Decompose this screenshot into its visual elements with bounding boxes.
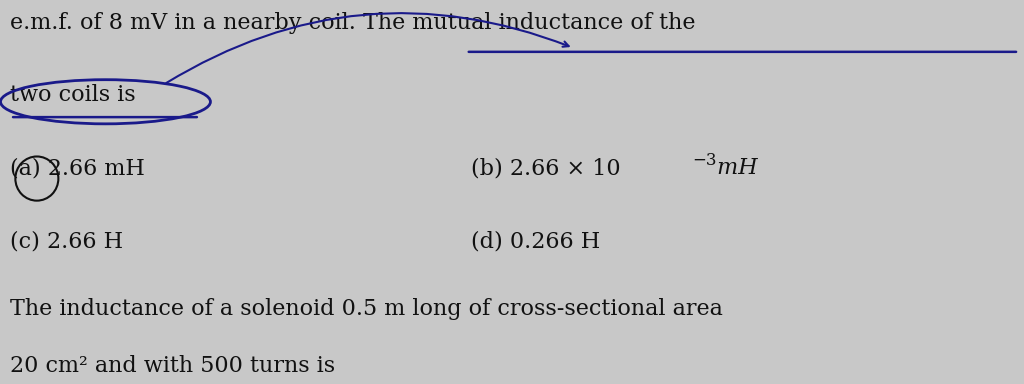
- Text: e.m.f. of 8 mV in a nearby coil. The mutual inductance of the: e.m.f. of 8 mV in a nearby coil. The mut…: [10, 12, 695, 33]
- Text: The inductance of a solenoid 0.5 m long of cross-sectional area: The inductance of a solenoid 0.5 m long …: [10, 298, 723, 319]
- Text: mH: mH: [710, 157, 758, 179]
- Text: −3: −3: [692, 152, 717, 169]
- Text: two coils is: two coils is: [10, 84, 136, 106]
- Text: 20 cm² and with 500 turns is: 20 cm² and with 500 turns is: [10, 355, 336, 377]
- Text: (c) 2.66 H: (c) 2.66 H: [10, 230, 123, 252]
- Text: (a) 2.66 mH: (a) 2.66 mH: [10, 157, 145, 179]
- Text: (b) 2.66 × 10: (b) 2.66 × 10: [471, 157, 621, 179]
- Text: (d) 0.266 H: (d) 0.266 H: [471, 230, 600, 252]
